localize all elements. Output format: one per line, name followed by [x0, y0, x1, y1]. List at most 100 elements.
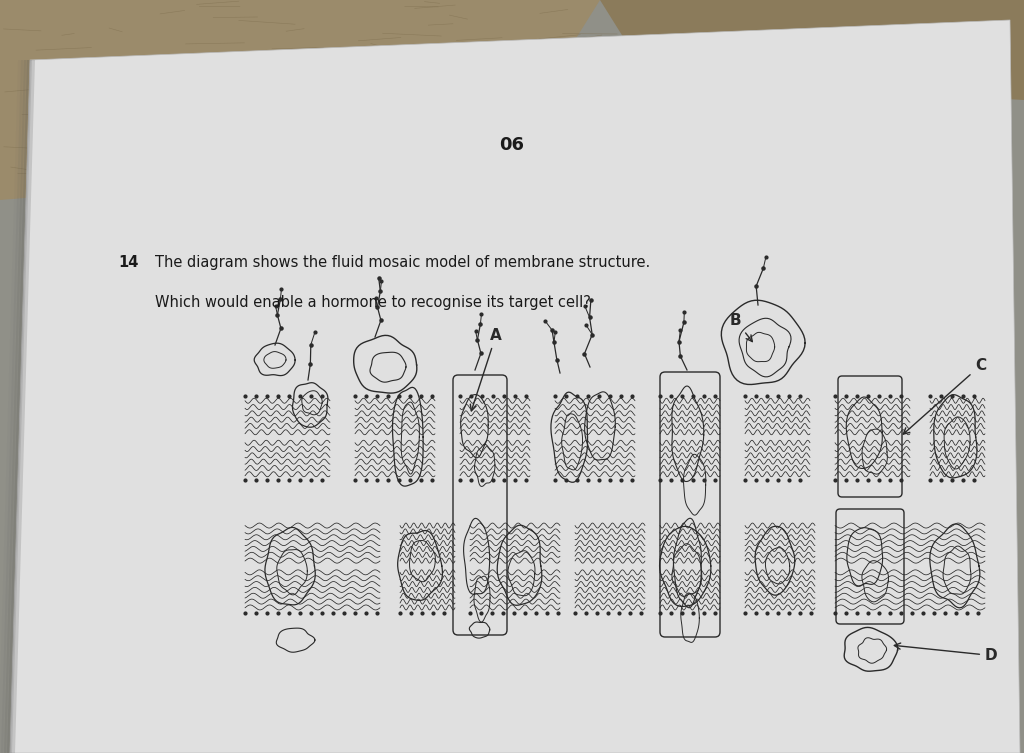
Point — [685, 389, 701, 401]
Polygon shape — [10, 60, 35, 753]
Point — [259, 389, 275, 401]
Point — [496, 474, 512, 486]
Text: Which would enable a hormone to recognise its target cell?: Which would enable a hormone to recognis… — [155, 295, 591, 310]
Text: 14: 14 — [118, 255, 138, 270]
Point — [547, 326, 563, 338]
Point — [544, 324, 560, 336]
Point — [259, 474, 275, 486]
Point — [463, 474, 479, 486]
Point — [954, 389, 971, 401]
Point — [904, 607, 921, 619]
Point — [674, 389, 690, 401]
Point — [663, 389, 679, 401]
Point — [336, 607, 352, 619]
Point — [770, 607, 786, 619]
Point — [696, 607, 713, 619]
Point — [922, 474, 938, 486]
Point — [926, 607, 942, 619]
Point — [770, 389, 786, 401]
Point — [248, 389, 264, 401]
Point — [391, 474, 408, 486]
Point — [663, 474, 679, 486]
Point — [313, 607, 330, 619]
Point — [347, 389, 364, 401]
Point — [273, 283, 290, 295]
Point — [517, 607, 534, 619]
Point — [401, 389, 418, 401]
Point — [303, 339, 319, 351]
Point — [674, 607, 690, 619]
Point — [870, 389, 887, 401]
Point — [484, 389, 501, 401]
Point — [652, 607, 669, 619]
Point — [826, 474, 843, 486]
Point — [237, 474, 253, 486]
Point — [624, 474, 640, 486]
Point — [401, 474, 418, 486]
Point — [357, 474, 374, 486]
Point — [600, 607, 616, 619]
Point — [826, 389, 843, 401]
Point — [933, 389, 949, 401]
Point — [472, 319, 488, 331]
Point — [496, 389, 512, 401]
Point — [672, 350, 688, 362]
Point — [424, 389, 440, 401]
Point — [882, 607, 898, 619]
Point — [473, 308, 489, 320]
Point — [313, 474, 330, 486]
Point — [966, 389, 982, 401]
Point — [547, 389, 563, 401]
Point — [272, 322, 289, 334]
Point — [474, 474, 490, 486]
Text: A: A — [470, 328, 502, 411]
Point — [696, 474, 713, 486]
Point — [269, 309, 286, 321]
Point — [770, 474, 786, 486]
Point — [882, 474, 898, 486]
Point — [803, 607, 819, 619]
Point — [369, 389, 385, 401]
Point — [882, 389, 898, 401]
Point — [676, 306, 692, 318]
Point — [737, 474, 754, 486]
Point — [568, 474, 585, 486]
Point — [707, 607, 723, 619]
Point — [313, 389, 330, 401]
Point — [474, 389, 490, 401]
Point — [269, 474, 286, 486]
Point — [372, 285, 388, 297]
Point — [237, 607, 253, 619]
Point — [860, 389, 877, 401]
Point — [374, 275, 390, 287]
Point — [893, 389, 909, 401]
Point — [281, 607, 297, 619]
Point — [954, 474, 971, 486]
Point — [577, 300, 593, 312]
Point — [602, 389, 618, 401]
Point — [755, 263, 771, 275]
Point — [452, 474, 468, 486]
Point — [580, 474, 596, 486]
Point — [527, 607, 544, 619]
Point — [281, 474, 297, 486]
Point — [672, 325, 688, 337]
Point — [838, 607, 854, 619]
Point — [549, 353, 565, 365]
Point — [838, 474, 854, 486]
Point — [944, 474, 961, 486]
Point — [893, 474, 909, 486]
Point — [248, 607, 264, 619]
Text: D: D — [894, 643, 997, 663]
Point — [591, 474, 607, 486]
Point — [759, 474, 775, 486]
Point — [506, 607, 522, 619]
Point — [610, 607, 627, 619]
Point — [944, 389, 961, 401]
Polygon shape — [10, 20, 1020, 753]
Point — [347, 607, 364, 619]
Point — [578, 607, 594, 619]
Point — [748, 280, 764, 292]
Point — [303, 607, 319, 619]
Point — [933, 474, 949, 486]
